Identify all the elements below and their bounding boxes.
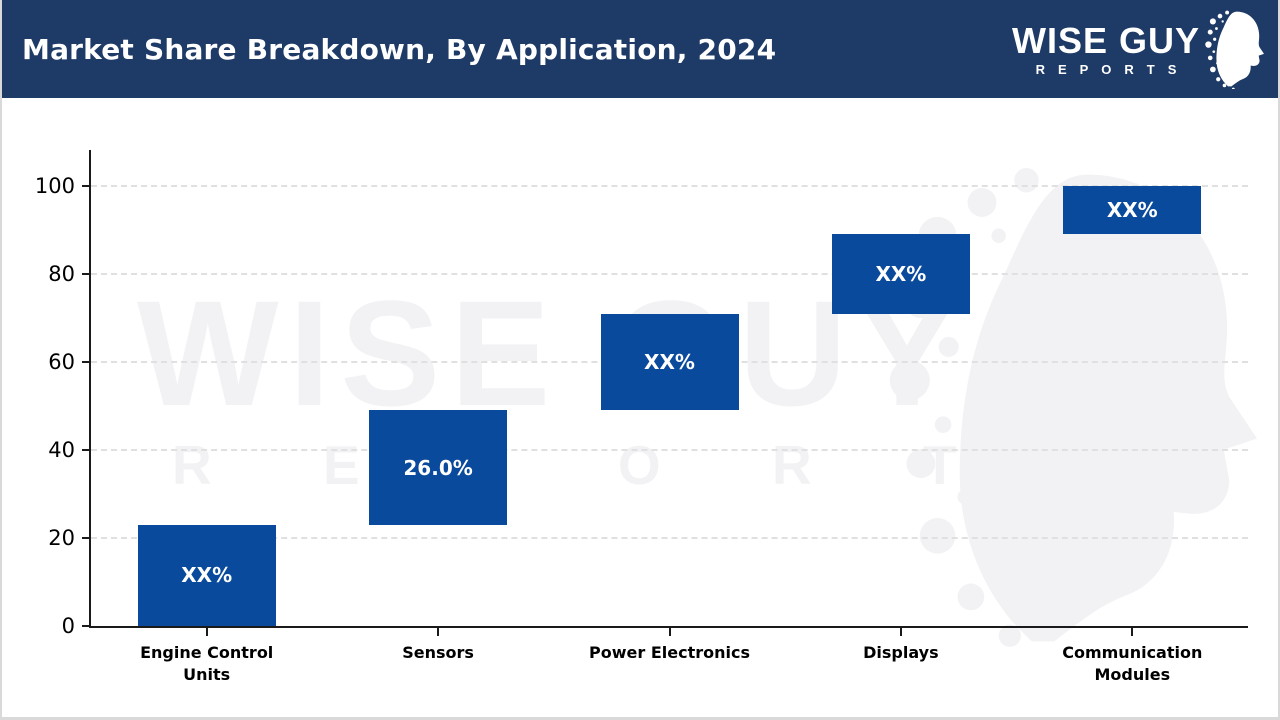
x-tick-mark (437, 628, 440, 636)
x-category-label: Power Electronics (589, 643, 750, 662)
head-profile-dots-icon (1204, 9, 1268, 89)
bar: XX% (600, 313, 739, 411)
bar: 26.0% (369, 410, 508, 525)
bar-value-label: 26.0% (403, 455, 473, 480)
x-tick-mark (205, 628, 208, 636)
header-bar: Market Share Breakdown, By Application, … (2, 0, 1278, 98)
bar-value-label: XX% (181, 563, 233, 588)
x-category-label: Communication Modules (1062, 643, 1203, 684)
bar: XX% (1063, 186, 1202, 235)
x-category-label: Displays (863, 643, 939, 662)
bar: XX% (137, 524, 276, 626)
x-category-label: Engine Control Units (140, 643, 274, 684)
y-tick-label: 80 (48, 262, 75, 286)
y-axis-line (89, 150, 91, 628)
y-tick-label: 0 (61, 614, 75, 638)
y-tick-mark (82, 537, 91, 539)
y-tick-mark (82, 361, 91, 363)
bar-value-label: XX% (875, 261, 927, 286)
y-gridline (91, 449, 1248, 451)
y-tick-mark (82, 185, 91, 187)
x-tick-mark (668, 628, 671, 636)
bar-value-label: XX% (644, 349, 695, 374)
logo-wordmark: WISE GUY (1011, 19, 1200, 61)
y-gridline (91, 273, 1248, 275)
y-tick-mark (82, 625, 91, 627)
wise-guy-logo: WISE GUY REPORTS (1012, 9, 1268, 89)
bar: XX% (831, 234, 970, 314)
page-title: Market Share Breakdown, By Application, … (22, 32, 777, 66)
y-gridline (91, 537, 1248, 539)
x-axis-line (89, 626, 1248, 628)
y-tick-label: 20 (48, 526, 75, 550)
y-tick-mark (82, 273, 91, 275)
y-tick-label: 100 (34, 174, 75, 198)
x-tick-mark (1131, 628, 1134, 636)
x-tick-mark (899, 628, 902, 636)
y-gridline (91, 185, 1248, 187)
x-category-label: Sensors (402, 643, 474, 662)
logo-subtitle: REPORTS (1035, 61, 1190, 77)
y-tick-label: 40 (48, 438, 75, 462)
y-tick-mark (82, 449, 91, 451)
bar-value-label: XX% (1106, 198, 1158, 223)
y-tick-label: 60 (48, 350, 75, 374)
logo-text: WISE GUY REPORTS (1011, 19, 1200, 77)
